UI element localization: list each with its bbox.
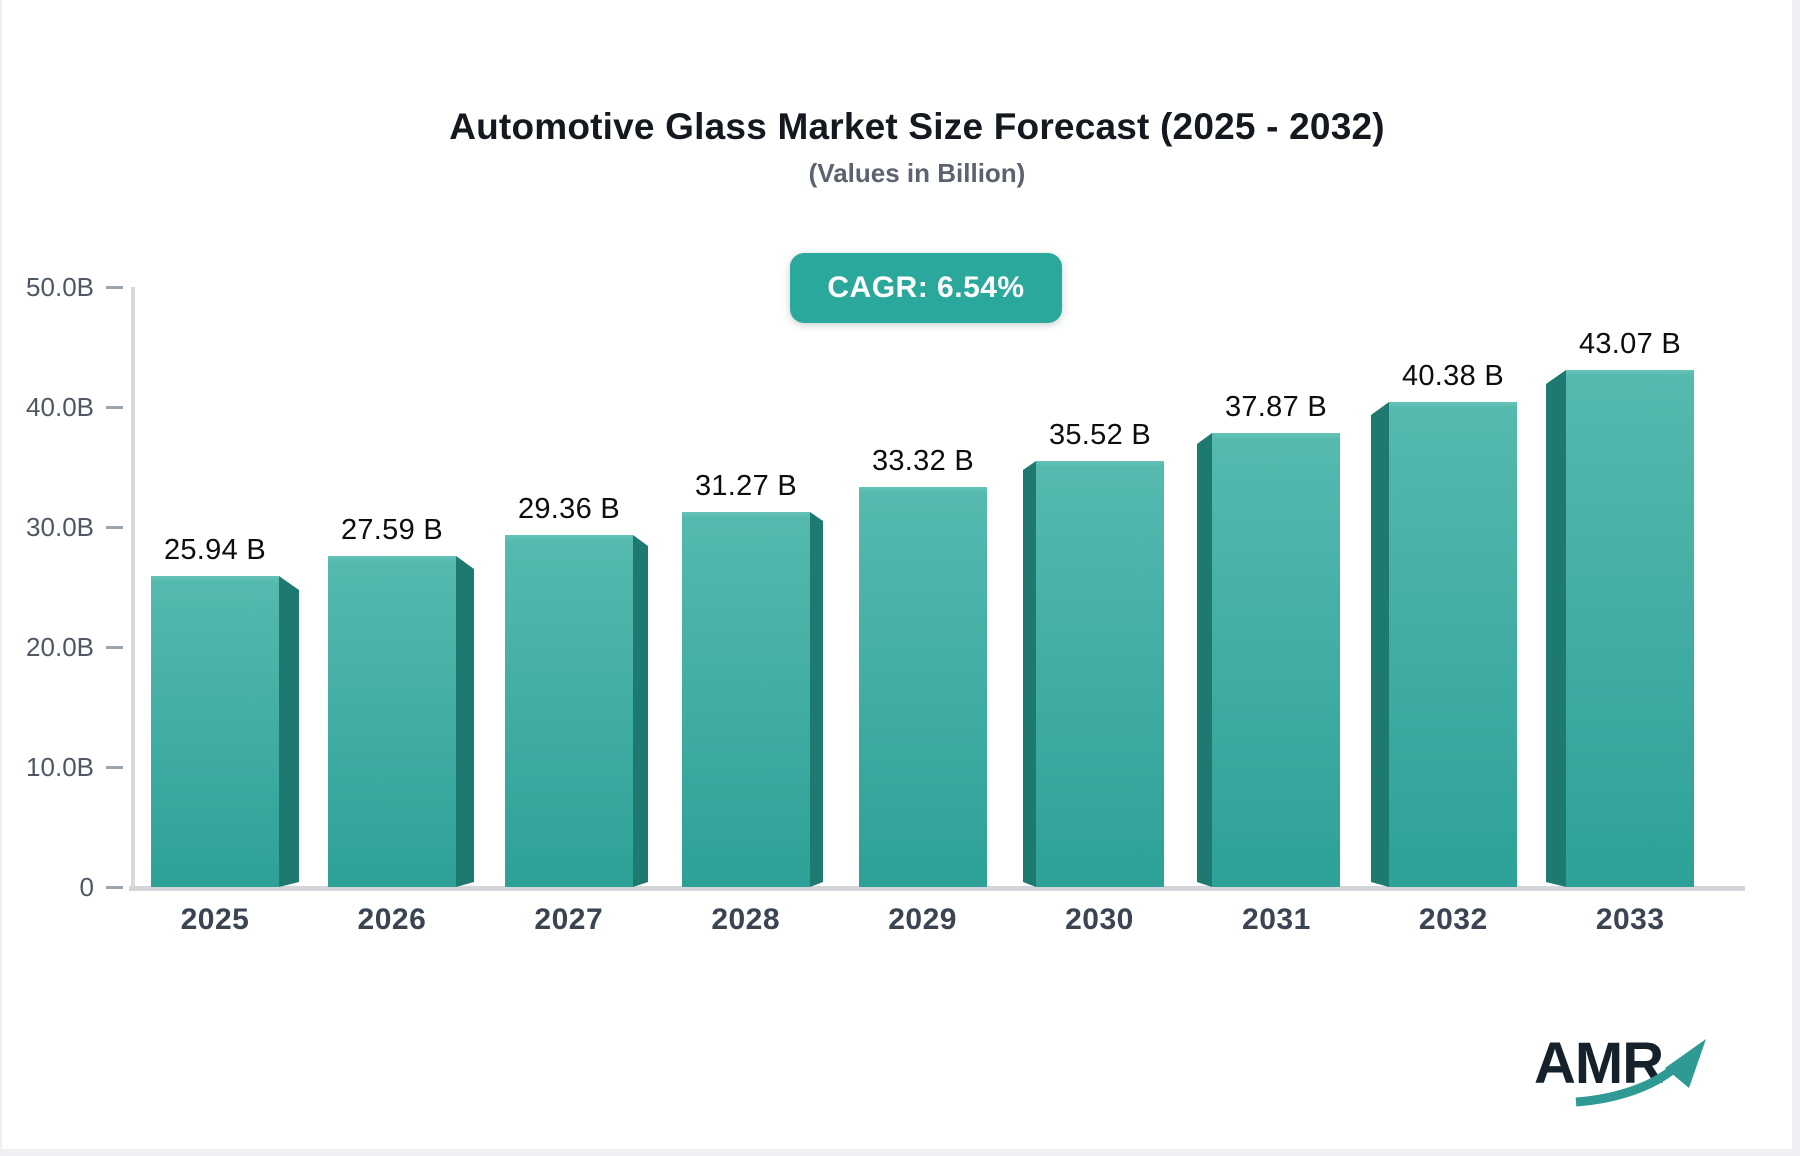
bar-value-label: 27.59 B xyxy=(340,514,444,546)
x-axis-label: 2031 xyxy=(1242,903,1311,936)
bar-2033: 43.07 B xyxy=(1546,328,1694,887)
bar-2027: 29.36 B xyxy=(505,493,648,887)
bar-side-face xyxy=(1197,433,1212,887)
x-axis-line xyxy=(129,886,1745,891)
bar-2029: 33.32 B xyxy=(859,445,987,887)
bar-face xyxy=(1036,461,1164,887)
chart-title: Automotive Glass Market Size Forecast (2… xyxy=(449,106,1385,147)
bar-side-face xyxy=(633,535,648,887)
bar-2030: 35.52 B xyxy=(1023,419,1164,887)
amr-logo: AMR xyxy=(1534,1030,1714,1110)
cagr-badge-label: CAGR: 6.54% xyxy=(827,271,1025,304)
y-axis-tick-label: 50.0B xyxy=(26,272,94,302)
bar-2031: 37.87 B xyxy=(1197,391,1340,887)
bar-face xyxy=(1212,433,1340,887)
y-axis-tick-label: 40.0B xyxy=(26,392,94,422)
bar-face xyxy=(682,512,810,887)
bar-2028: 31.27 B xyxy=(682,470,823,887)
bar-value-label: 43.07 B xyxy=(1578,328,1682,360)
y-axis-tick-label: 20.0B xyxy=(26,632,94,662)
x-axis-label: 2025 xyxy=(180,903,250,936)
bar-face xyxy=(505,535,633,887)
y-axis-tick-label: 0 xyxy=(79,872,94,902)
bar-value-label: 35.52 B xyxy=(1048,419,1152,451)
x-axis-label: 2027 xyxy=(534,903,604,936)
y-axis-tick-mark xyxy=(106,406,123,409)
x-axis-label: 2029 xyxy=(888,903,957,936)
bar-side-face xyxy=(279,576,299,887)
y-axis-tick-mark xyxy=(106,766,123,769)
y-axis-tick-label: 30.0B xyxy=(26,512,94,542)
bar-side-face xyxy=(1546,370,1566,887)
bar-value-label: 40.38 B xyxy=(1401,360,1505,392)
bar-value-label: 33.32 B xyxy=(871,445,975,477)
y-axis-tick-mark xyxy=(106,286,123,289)
bar-face xyxy=(1389,402,1517,887)
bar-side-face xyxy=(456,556,474,887)
bar-side-face xyxy=(1371,402,1389,887)
bar-value-label: 29.36 B xyxy=(517,493,621,525)
bar-2026: 27.59 B xyxy=(328,514,474,887)
bar-face xyxy=(859,487,987,887)
bar-face xyxy=(1566,370,1694,887)
bar-2032: 40.38 B xyxy=(1371,360,1517,887)
bar-face xyxy=(328,556,456,887)
bar-2025: 25.94 B xyxy=(151,534,299,887)
y-axis-tick-mark xyxy=(106,886,123,889)
x-axis-label: 2033 xyxy=(1595,903,1665,936)
bar-value-label: 37.87 B xyxy=(1224,391,1328,423)
bar-face xyxy=(151,576,279,887)
bar-value-label: 31.27 B xyxy=(694,470,798,502)
x-axis-label: 2026 xyxy=(357,903,427,936)
x-axis-label: 2032 xyxy=(1418,903,1488,936)
amr-logo-arrow-icon xyxy=(1575,1039,1706,1107)
bar-side-face xyxy=(810,512,823,887)
y-axis-tick-mark xyxy=(106,526,123,529)
x-axis-label: 2030 xyxy=(1065,903,1134,936)
y-axis-tick-label: 10.0B xyxy=(26,752,94,782)
bar-value-label: 25.94 B xyxy=(163,534,267,566)
chart-subtitle: (Values in Billion) xyxy=(808,158,1026,188)
y-axis-line xyxy=(131,287,135,888)
x-axis-label: 2028 xyxy=(711,903,781,936)
y-axis-tick-mark xyxy=(106,646,123,649)
bar-side-face xyxy=(1023,461,1036,887)
cagr-badge: CAGR: 6.54% xyxy=(790,253,1062,323)
